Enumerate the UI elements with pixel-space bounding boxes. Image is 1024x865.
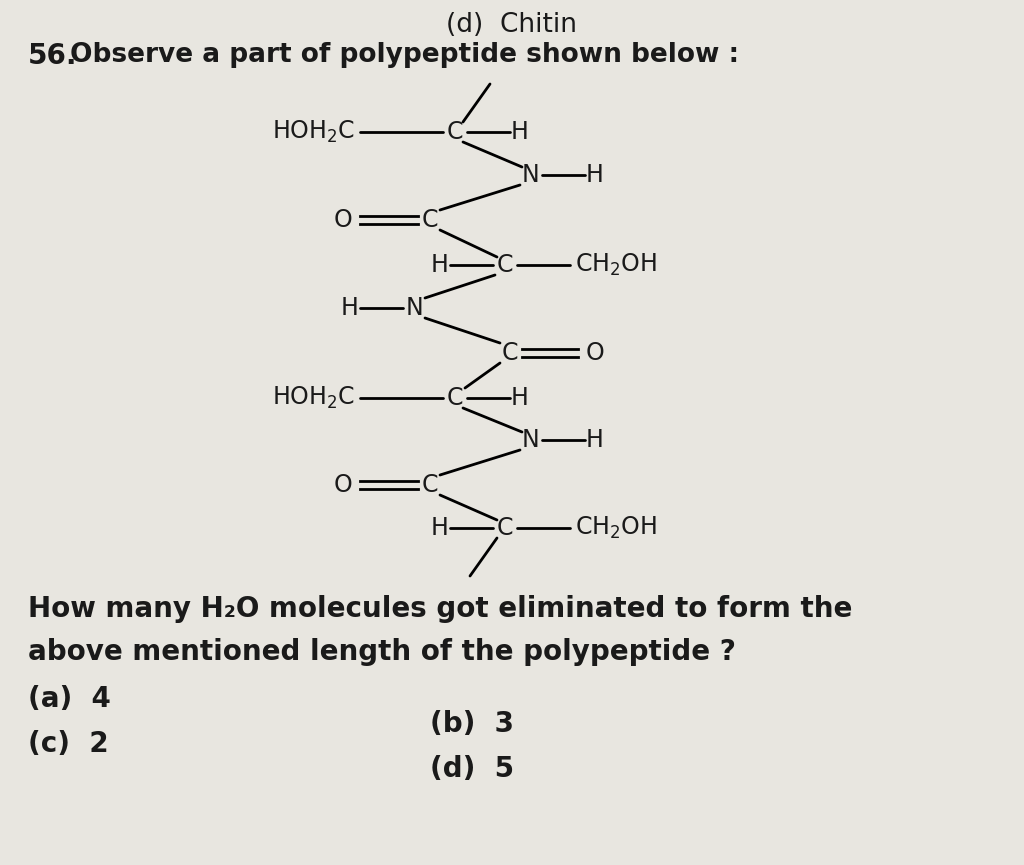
Text: C: C bbox=[502, 341, 518, 365]
Text: H: H bbox=[586, 163, 604, 187]
Text: above mentioned length of the polypeptide ?: above mentioned length of the polypeptid… bbox=[28, 638, 736, 666]
Text: (b)  3: (b) 3 bbox=[430, 710, 514, 738]
Text: (c)  2: (c) 2 bbox=[28, 730, 109, 758]
Text: (a)  4: (a) 4 bbox=[28, 685, 111, 713]
Text: (d)  5: (d) 5 bbox=[430, 755, 514, 783]
Text: O: O bbox=[586, 341, 605, 365]
Text: $\mathregular{HOH_2C}$: $\mathregular{HOH_2C}$ bbox=[272, 119, 355, 145]
Text: (d)  Chitin: (d) Chitin bbox=[446, 12, 578, 38]
Text: $\mathregular{CH_2OH}$: $\mathregular{CH_2OH}$ bbox=[575, 515, 656, 541]
Text: How many H₂O molecules got eliminated to form the: How many H₂O molecules got eliminated to… bbox=[28, 595, 852, 623]
Text: C: C bbox=[497, 516, 513, 540]
Text: O: O bbox=[333, 473, 352, 497]
Text: H: H bbox=[431, 516, 449, 540]
Text: 56.: 56. bbox=[28, 42, 78, 70]
Text: $\mathregular{CH_2OH}$: $\mathregular{CH_2OH}$ bbox=[575, 252, 656, 279]
Text: H: H bbox=[511, 386, 529, 410]
Text: C: C bbox=[497, 253, 513, 277]
Text: $\mathregular{HOH_2C}$: $\mathregular{HOH_2C}$ bbox=[272, 385, 355, 411]
Text: H: H bbox=[586, 428, 604, 452]
Text: N: N bbox=[521, 163, 539, 187]
Text: Observe a part of polypeptide shown below :: Observe a part of polypeptide shown belo… bbox=[70, 42, 739, 68]
Text: C: C bbox=[422, 208, 438, 232]
Text: C: C bbox=[446, 120, 463, 144]
Text: N: N bbox=[407, 296, 424, 320]
Text: N: N bbox=[521, 428, 539, 452]
Text: H: H bbox=[431, 253, 449, 277]
Text: H: H bbox=[511, 120, 529, 144]
Text: C: C bbox=[446, 386, 463, 410]
Text: H: H bbox=[341, 296, 359, 320]
Text: O: O bbox=[333, 208, 352, 232]
Text: C: C bbox=[422, 473, 438, 497]
